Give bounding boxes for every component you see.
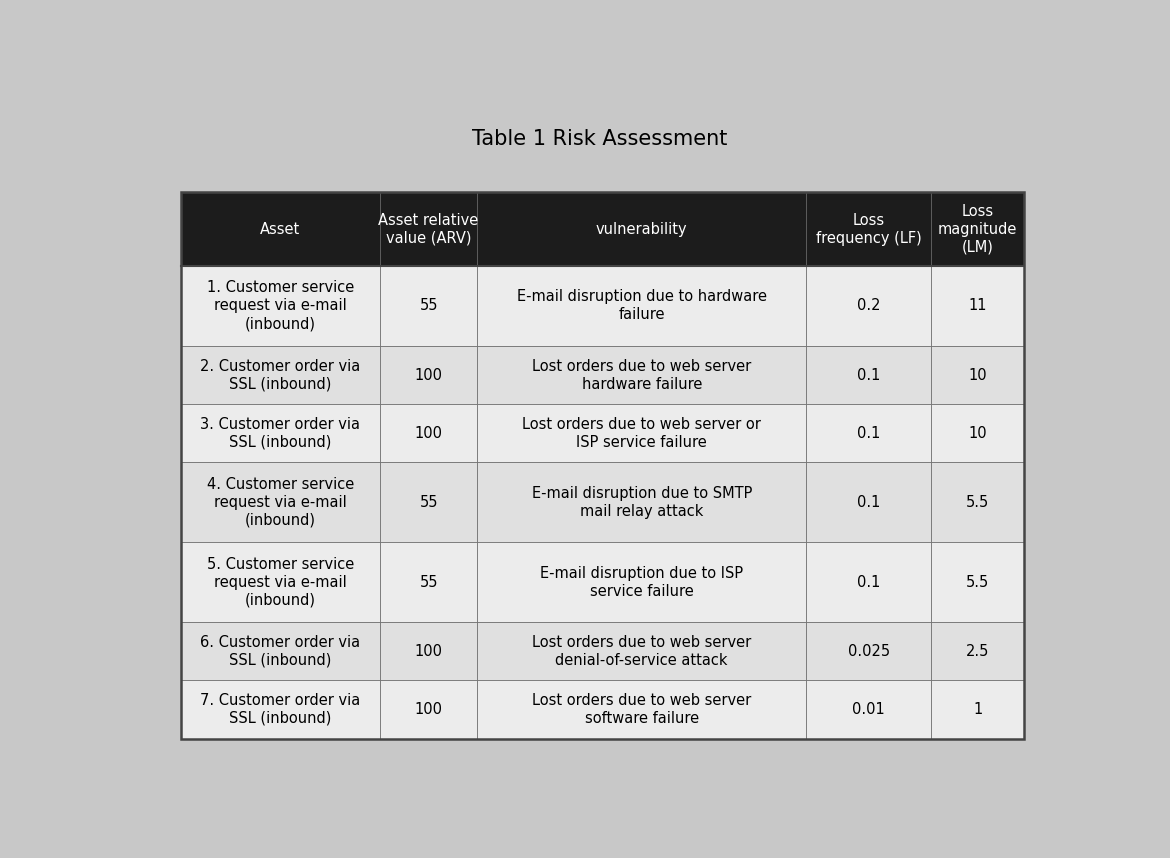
Text: 10: 10 <box>969 367 987 383</box>
Bar <box>180 622 380 680</box>
Text: 55: 55 <box>419 495 438 510</box>
Bar <box>931 542 1024 622</box>
Text: E-mail disruption due to ISP
service failure: E-mail disruption due to ISP service fai… <box>541 566 743 599</box>
Text: 1. Customer service
request via e-mail
(inbound): 1. Customer service request via e-mail (… <box>207 281 355 331</box>
Text: 100: 100 <box>414 702 442 717</box>
Text: 0.2: 0.2 <box>856 299 881 313</box>
Text: 0.01: 0.01 <box>853 702 886 717</box>
Bar <box>380 346 477 404</box>
Bar <box>931 266 1024 346</box>
Text: 0.1: 0.1 <box>858 426 881 441</box>
Bar <box>477 346 806 404</box>
Bar <box>806 680 931 739</box>
Text: Lost orders due to web server
software failure: Lost orders due to web server software f… <box>532 693 751 726</box>
Text: 55: 55 <box>419 575 438 589</box>
Text: 0.1: 0.1 <box>858 575 881 589</box>
Bar <box>806 462 931 542</box>
Bar <box>806 266 931 346</box>
Text: Asset relative
value (ARV): Asset relative value (ARV) <box>378 213 479 245</box>
Text: Table 1 Risk Assessment: Table 1 Risk Assessment <box>472 130 728 149</box>
Bar <box>477 622 806 680</box>
Bar <box>180 462 380 542</box>
Text: 11: 11 <box>969 299 987 313</box>
Bar <box>806 542 931 622</box>
Bar <box>180 680 380 739</box>
Text: Lost orders due to web server or
ISP service failure: Lost orders due to web server or ISP ser… <box>522 417 762 450</box>
Bar <box>477 462 806 542</box>
Bar <box>931 462 1024 542</box>
Bar <box>477 192 806 266</box>
Bar <box>380 192 477 266</box>
Text: E-mail disruption due to hardware
failure: E-mail disruption due to hardware failur… <box>517 289 766 323</box>
Text: 0.025: 0.025 <box>848 644 890 659</box>
Bar <box>180 192 1024 739</box>
Bar <box>180 542 380 622</box>
Text: 5.5: 5.5 <box>966 575 990 589</box>
Text: 2.5: 2.5 <box>966 644 990 659</box>
Bar <box>806 346 931 404</box>
Text: 100: 100 <box>414 426 442 441</box>
Text: Asset: Asset <box>260 221 301 237</box>
Bar <box>806 404 931 462</box>
Text: 0.1: 0.1 <box>858 367 881 383</box>
Text: 100: 100 <box>414 644 442 659</box>
Bar <box>380 622 477 680</box>
Text: E-mail disruption due to SMTP
mail relay attack: E-mail disruption due to SMTP mail relay… <box>531 486 752 519</box>
Bar <box>931 192 1024 266</box>
Text: 4. Customer service
request via e-mail
(inbound): 4. Customer service request via e-mail (… <box>207 477 355 528</box>
Text: 10: 10 <box>969 426 987 441</box>
Bar <box>806 622 931 680</box>
Bar <box>477 542 806 622</box>
Bar <box>380 680 477 739</box>
Bar <box>931 404 1024 462</box>
Bar <box>380 542 477 622</box>
Bar <box>477 680 806 739</box>
Bar <box>806 192 931 266</box>
Text: Loss
frequency (LF): Loss frequency (LF) <box>815 213 922 245</box>
Text: 5. Customer service
request via e-mail
(inbound): 5. Customer service request via e-mail (… <box>207 557 355 607</box>
Text: 55: 55 <box>419 299 438 313</box>
Text: 3. Customer order via
SSL (inbound): 3. Customer order via SSL (inbound) <box>200 417 360 450</box>
Text: 100: 100 <box>414 367 442 383</box>
Text: Lost orders due to web server
denial-of-service attack: Lost orders due to web server denial-of-… <box>532 635 751 668</box>
Bar <box>180 404 380 462</box>
Bar <box>931 680 1024 739</box>
Text: 2. Customer order via
SSL (inbound): 2. Customer order via SSL (inbound) <box>200 359 360 391</box>
Text: vulnerability: vulnerability <box>596 221 688 237</box>
Bar <box>477 266 806 346</box>
Text: Lost orders due to web server
hardware failure: Lost orders due to web server hardware f… <box>532 359 751 391</box>
Bar <box>931 622 1024 680</box>
Bar <box>380 266 477 346</box>
Bar <box>180 266 380 346</box>
Text: 5.5: 5.5 <box>966 495 990 510</box>
Bar <box>180 192 380 266</box>
Text: 0.1: 0.1 <box>858 495 881 510</box>
Bar <box>180 346 380 404</box>
Bar <box>380 462 477 542</box>
Text: Loss
magnitude
(LM): Loss magnitude (LM) <box>938 203 1018 255</box>
Bar <box>931 346 1024 404</box>
Text: 6. Customer order via
SSL (inbound): 6. Customer order via SSL (inbound) <box>200 635 360 668</box>
Bar <box>477 404 806 462</box>
Text: 7. Customer order via
SSL (inbound): 7. Customer order via SSL (inbound) <box>200 693 360 726</box>
Bar <box>380 404 477 462</box>
Text: 1: 1 <box>973 702 983 717</box>
